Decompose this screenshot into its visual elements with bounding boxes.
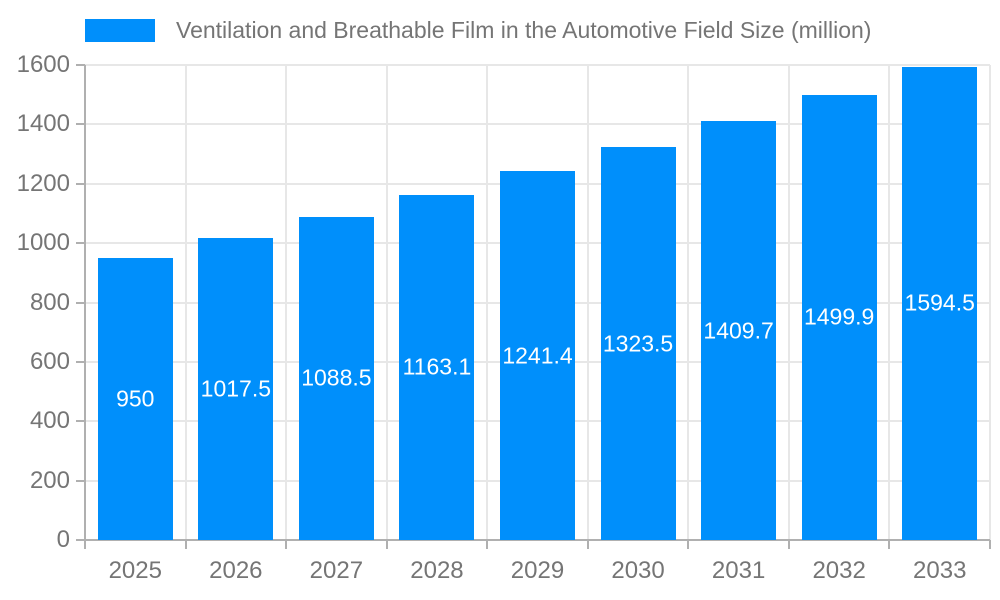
gridline-y [85,123,990,126]
bar-value-label: 1241.4 [502,342,573,369]
x-tick-label: 2027 [309,557,364,584]
bar-2029[interactable] [500,171,575,540]
x-tick-label: 2028 [410,557,464,584]
bar-value-label: 950 [116,385,155,412]
y-tick-label: 1600 [16,51,70,78]
bar-2028[interactable] [399,194,475,540]
x-tick [285,540,288,549]
x-tick [84,540,86,549]
y-tick [76,123,85,126]
legend-label: Ventilation and Breathable Film in the A… [176,17,872,43]
legend[interactable]: Ventilation and Breathable Film in the A… [85,17,871,43]
x-tick [989,540,991,549]
bar-value-label: 1499.9 [803,303,875,330]
x-tick [687,540,690,549]
bar-value-label: 1163.1 [402,353,472,380]
gridline-x [989,65,991,540]
x-tick-label: 2030 [611,557,665,584]
bar-value-label: 1323.5 [602,330,674,357]
bar-2027[interactable] [298,216,374,540]
bar-value-label: 1088.5 [301,364,372,391]
x-tick [888,540,891,549]
y-tick-label: 1200 [16,169,70,197]
y-tick-label: 0 [56,526,70,553]
y-tick [76,539,85,541]
x-tick [787,540,790,549]
x-tick [486,540,489,549]
y-tick [76,420,85,423]
gridline-x [486,65,489,540]
y-tick [76,479,85,482]
y-tick [76,301,85,304]
bar-value-label: 1594.5 [904,289,975,316]
gridline-x [586,65,589,540]
x-tick-label: 2033 [913,557,967,584]
gridline-y [85,64,990,66]
y-tick [76,64,85,66]
bar-2026[interactable] [198,237,274,540]
y-tick [76,182,85,185]
y-axis-line [84,65,86,540]
x-tick-label: 2032 [812,557,866,584]
bar-2030[interactable] [600,147,676,540]
bar-2025[interactable] [97,257,173,540]
y-tick-label: 200 [29,466,70,494]
y-tick-label: 1000 [16,229,70,257]
gridline-x [787,65,790,540]
y-tick-label: 600 [29,347,70,375]
x-tick-label: 2029 [510,557,565,584]
bar-value-label: 1409.7 [703,317,774,344]
legend-swatch [85,18,155,42]
bar-2031[interactable] [701,121,777,540]
y-tick [76,242,85,245]
y-tick-label: 1400 [16,110,70,138]
y-tick-label: 400 [29,407,70,435]
x-tick [586,540,589,549]
bar-2032[interactable] [801,94,877,540]
x-tick-label: 2025 [108,557,162,584]
gridline-x [888,65,891,540]
gridline-x [184,65,187,540]
x-tick [184,540,187,549]
x-tick [385,540,388,549]
gridline-x [687,65,690,540]
x-tick-label: 2026 [209,557,263,584]
bar-2033[interactable] [902,66,978,540]
bar-value-label: 1017.5 [200,375,272,402]
x-tick-label: 2031 [711,557,766,584]
y-tick-label: 800 [29,288,70,316]
gridline-x [385,65,388,540]
gridline-x [285,65,288,540]
y-tick [76,360,85,363]
x-axis-line [85,539,990,541]
